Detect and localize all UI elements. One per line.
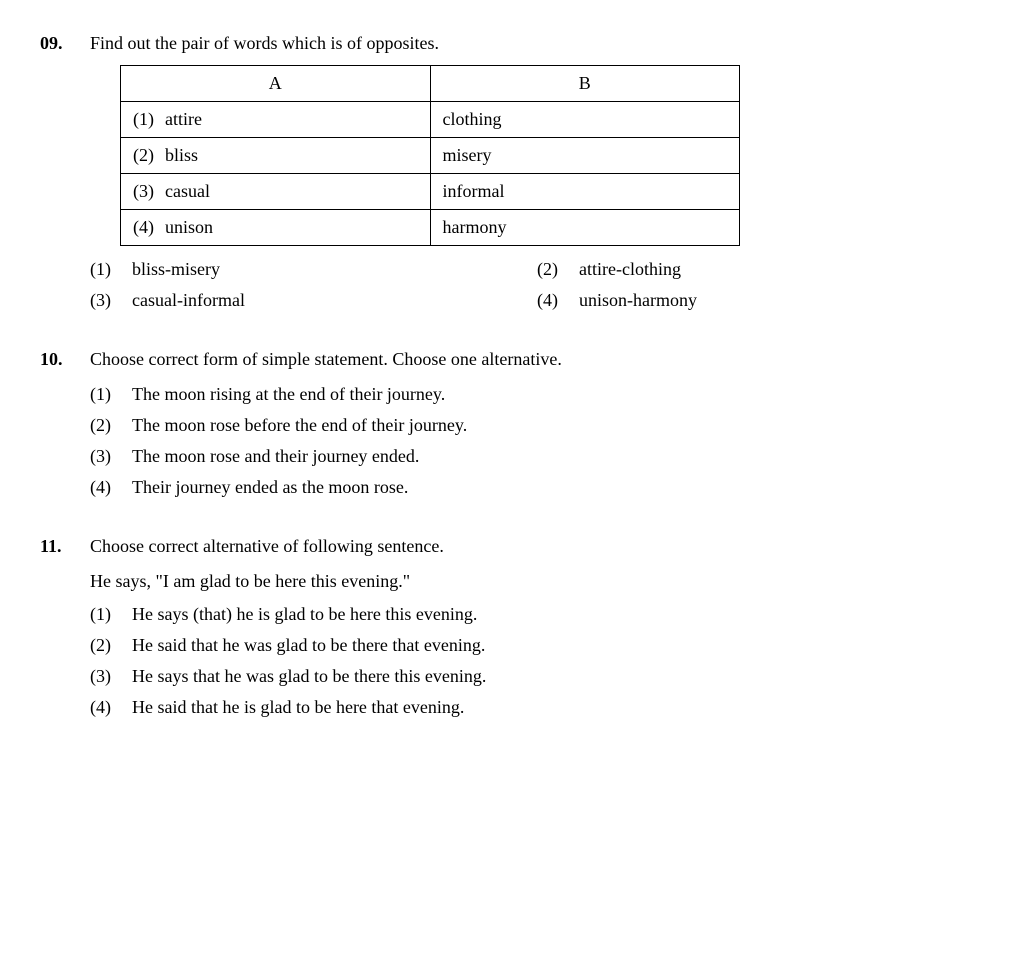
option-num: (3) xyxy=(90,663,132,690)
option-1[interactable]: (1) The moon rising at the end of their … xyxy=(90,381,984,408)
row-num: (3) xyxy=(133,178,165,205)
row-num: (2) xyxy=(133,142,165,169)
option-2[interactable]: (2) He said that he was glad to be there… xyxy=(90,632,984,659)
question-text: Find out the pair of words which is of o… xyxy=(90,30,984,57)
cell-a: bliss xyxy=(165,145,198,165)
option-text: He says that he was glad to be there thi… xyxy=(132,663,486,690)
cell-a: unison xyxy=(165,217,213,237)
option-text: He says (that) he is glad to be here thi… xyxy=(132,601,477,628)
option-2[interactable]: (2) attire-clothing xyxy=(537,256,984,283)
option-3[interactable]: (3) The moon rose and their journey ende… xyxy=(90,443,984,470)
option-4[interactable]: (4) He said that he is glad to be here t… xyxy=(90,694,984,721)
cell-a: casual xyxy=(165,181,210,201)
table-row: (2)bliss misery xyxy=(121,138,740,174)
option-num: (2) xyxy=(537,256,579,283)
question-number: 09. xyxy=(40,30,90,57)
option-4[interactable]: (4) unison-harmony xyxy=(537,287,984,314)
row-num: (4) xyxy=(133,214,165,241)
option-text: attire-clothing xyxy=(579,256,681,283)
option-3[interactable]: (3) He says that he was glad to be there… xyxy=(90,663,984,690)
table-head-b: B xyxy=(430,66,740,102)
option-text: He said that he is glad to be here that … xyxy=(132,694,464,721)
table-row: (1)attire clothing xyxy=(121,102,740,138)
option-num: (2) xyxy=(90,412,132,439)
opposites-table: A B (1)attire clothing (2)bliss misery (… xyxy=(120,65,740,246)
question-text: Choose correct alternative of following … xyxy=(90,533,984,560)
table-row: (4)unison harmony xyxy=(121,210,740,246)
option-num: (4) xyxy=(90,694,132,721)
question-number: 10. xyxy=(40,346,90,373)
option-4[interactable]: (4) Their journey ended as the moon rose… xyxy=(90,474,984,501)
option-num: (1) xyxy=(90,256,132,283)
option-3[interactable]: (3) casual-informal xyxy=(90,287,537,314)
table-head-a: A xyxy=(121,66,431,102)
option-num: (3) xyxy=(90,443,132,470)
cell-b: clothing xyxy=(430,102,740,138)
question-11: 11. Choose correct alternative of follow… xyxy=(40,533,984,725)
option-text: unison-harmony xyxy=(579,287,697,314)
option-text: casual-informal xyxy=(132,287,245,314)
option-text: Their journey ended as the moon rose. xyxy=(132,474,408,501)
answer-options: (1) bliss-misery (2) attire-clothing (3)… xyxy=(90,256,984,318)
option-num: (4) xyxy=(90,474,132,501)
cell-b: harmony xyxy=(430,210,740,246)
question-10: 10. Choose correct form of simple statem… xyxy=(40,346,984,505)
question-09: 09. Find out the pair of words which is … xyxy=(40,30,984,318)
option-num: (4) xyxy=(537,287,579,314)
question-text: Choose correct form of simple statement.… xyxy=(90,346,984,373)
option-1[interactable]: (1) He says (that) he is glad to be here… xyxy=(90,601,984,628)
question-number: 11. xyxy=(40,533,90,560)
option-1[interactable]: (1) bliss-misery xyxy=(90,256,537,283)
option-2[interactable]: (2) The moon rose before the end of thei… xyxy=(90,412,984,439)
answer-options: (1) The moon rising at the end of their … xyxy=(90,381,984,501)
cell-a: attire xyxy=(165,109,202,129)
option-text: bliss-misery xyxy=(132,256,220,283)
option-num: (1) xyxy=(90,601,132,628)
option-num: (2) xyxy=(90,632,132,659)
option-num: (3) xyxy=(90,287,132,314)
option-text: The moon rising at the end of their jour… xyxy=(132,381,445,408)
question-stem: He says, "I am glad to be here this even… xyxy=(90,568,984,595)
cell-b: informal xyxy=(430,174,740,210)
option-num: (1) xyxy=(90,381,132,408)
option-text: He said that he was glad to be there tha… xyxy=(132,632,485,659)
option-text: The moon rose before the end of their jo… xyxy=(132,412,467,439)
answer-options: (1) He says (that) he is glad to be here… xyxy=(90,601,984,721)
table-row: (3)casual informal xyxy=(121,174,740,210)
cell-b: misery xyxy=(430,138,740,174)
row-num: (1) xyxy=(133,106,165,133)
option-text: The moon rose and their journey ended. xyxy=(132,443,419,470)
